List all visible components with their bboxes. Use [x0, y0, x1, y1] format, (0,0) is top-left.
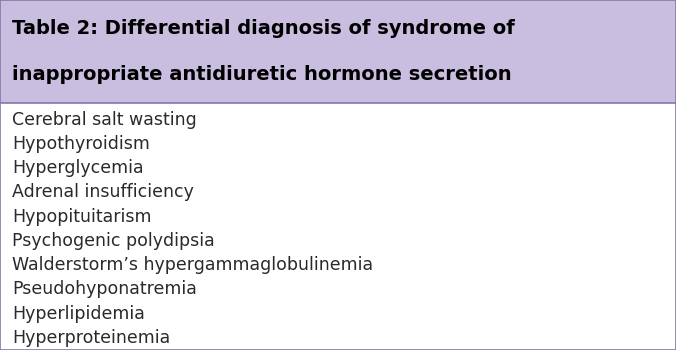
- Text: Walderstorm’s hypergammaglobulinemia: Walderstorm’s hypergammaglobulinemia: [12, 256, 373, 274]
- Text: Adrenal insufficiency: Adrenal insufficiency: [12, 183, 194, 201]
- Text: Hyperglycemia: Hyperglycemia: [12, 159, 144, 177]
- Text: Table 2: Differential diagnosis of syndrome of: Table 2: Differential diagnosis of syndr…: [12, 19, 515, 38]
- Text: Pseudohyponatremia: Pseudohyponatremia: [12, 280, 197, 298]
- Text: Hyperproteinemia: Hyperproteinemia: [12, 329, 170, 347]
- Text: inappropriate antidiuretic hormone secretion: inappropriate antidiuretic hormone secre…: [12, 65, 512, 84]
- Text: Cerebral salt wasting: Cerebral salt wasting: [12, 111, 197, 128]
- Text: Hyperlipidemia: Hyperlipidemia: [12, 304, 145, 323]
- Bar: [0, 0, 676, 103]
- Text: Hypopituitarism: Hypopituitarism: [12, 208, 151, 226]
- Text: Hypothyroidism: Hypothyroidism: [12, 135, 150, 153]
- Text: Psychogenic polydipsia: Psychogenic polydipsia: [12, 232, 215, 250]
